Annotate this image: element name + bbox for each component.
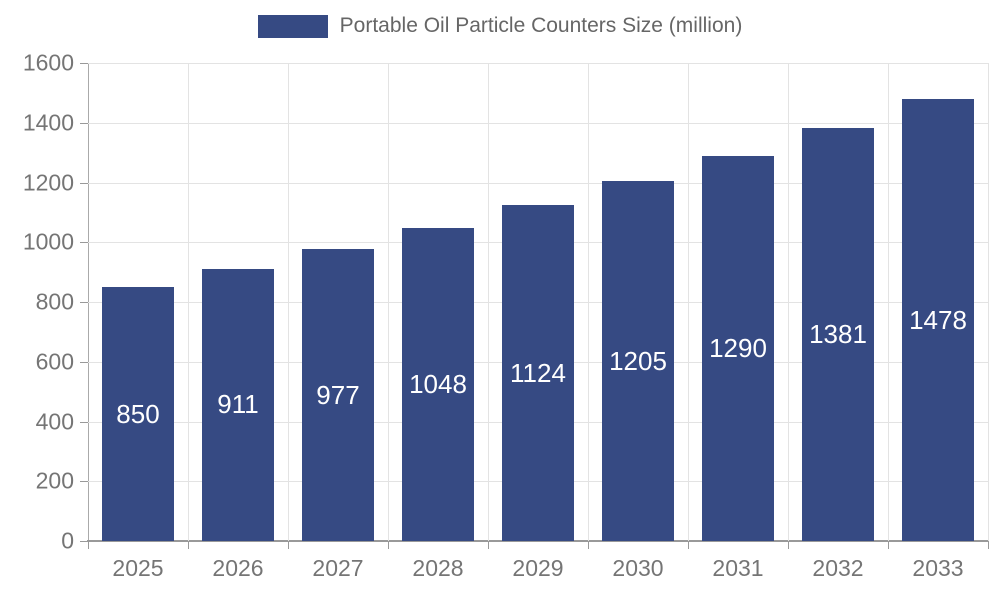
y-axis-label: 800 (35, 288, 74, 315)
x-axis-tick (88, 541, 89, 549)
y-axis-label: 600 (35, 348, 74, 375)
bar-value-label: 1048 (409, 368, 467, 399)
x-axis-tick (588, 541, 589, 549)
x-grid-line (588, 63, 589, 541)
x-axis-label: 2032 (812, 555, 864, 581)
x-grid-line (688, 63, 689, 541)
x-axis-tick (388, 541, 389, 549)
y-axis-tick (80, 541, 88, 542)
bar-2031[interactable]: 1290 (702, 155, 774, 541)
x-grid-line (188, 63, 189, 541)
legend[interactable]: Portable Oil Particle Counters Size (mil… (0, 14, 1000, 38)
y-axis-label: 1000 (22, 228, 74, 255)
bar-value-label: 1124 (510, 357, 566, 388)
y-axis-tick (80, 122, 88, 124)
x-axis-label: 2026 (212, 555, 264, 581)
x-axis-tick (488, 541, 489, 549)
y-axis-label: 400 (35, 408, 74, 434)
bar-2029[interactable]: 1124 (502, 205, 574, 541)
x-axis-tick (988, 541, 989, 549)
bar-2025[interactable]: 850 (102, 287, 174, 541)
x-grid-line (388, 63, 389, 541)
x-axis-tick (188, 541, 189, 549)
x-axis-tick (288, 541, 289, 549)
bar-2033[interactable]: 1478 (902, 99, 974, 541)
x-grid-line (988, 63, 989, 541)
bar-value-label: 977 (316, 379, 360, 410)
x-grid-line (888, 63, 889, 541)
x-grid-line (788, 63, 789, 541)
x-grid-line (488, 63, 489, 541)
x-grid-line (288, 63, 289, 541)
bar-2032[interactable]: 1381 (802, 128, 874, 541)
plot-area: 0 200 400 600 800 1000 1200 1400 1600 850 2025 911 2… (23, 50, 989, 581)
legend-label: Portable Oil Particle Counters Size (mil… (339, 14, 743, 37)
y-axis-tick (80, 421, 88, 423)
y-axis-label: 1200 (22, 169, 74, 195)
x-axis-line (87, 540, 988, 542)
y-axis-tick (80, 63, 88, 64)
bar-2030[interactable]: 1205 (602, 181, 674, 541)
y-grid-line (88, 182, 988, 184)
x-axis-label: 2031 (712, 555, 764, 581)
x-axis-tick (688, 541, 689, 549)
y-axis-tick (80, 481, 88, 483)
y-grid-line (88, 122, 988, 124)
y-axis-tick (80, 302, 88, 303)
bar-value-label: 1290 (709, 332, 767, 363)
x-axis-label: 2030 (612, 555, 664, 581)
bar-2026[interactable]: 911 (202, 268, 274, 541)
x-axis-label: 2029 (512, 555, 564, 581)
bar-2028[interactable]: 1048 (402, 227, 474, 541)
bar-2027[interactable]: 977 (302, 249, 374, 541)
y-axis-label: 200 (35, 467, 74, 494)
x-axis-tick (788, 541, 789, 549)
bar-value-label: 1381 (809, 319, 867, 350)
x-axis-label: 2033 (912, 555, 964, 581)
bar-value-label: 911 (217, 389, 259, 420)
x-axis-label: 2028 (412, 555, 464, 581)
y-grid-line (88, 63, 988, 64)
y-axis-label: 1400 (22, 109, 74, 136)
bar-value-label: 850 (116, 398, 160, 429)
y-axis-line (88, 63, 89, 549)
bar-value-label: 1205 (609, 345, 667, 376)
legend-swatch (257, 14, 328, 38)
y-axis-label: 1600 (22, 49, 74, 76)
x-axis-label: 2027 (312, 555, 364, 581)
y-axis-tick (80, 361, 88, 363)
y-axis-label: 0 (61, 527, 74, 554)
x-axis-tick (888, 541, 889, 549)
x-axis-label: 2025 (112, 555, 164, 581)
y-axis-tick (80, 242, 88, 244)
y-axis-tick (80, 182, 88, 184)
bar-value-label: 1478 (909, 304, 967, 335)
